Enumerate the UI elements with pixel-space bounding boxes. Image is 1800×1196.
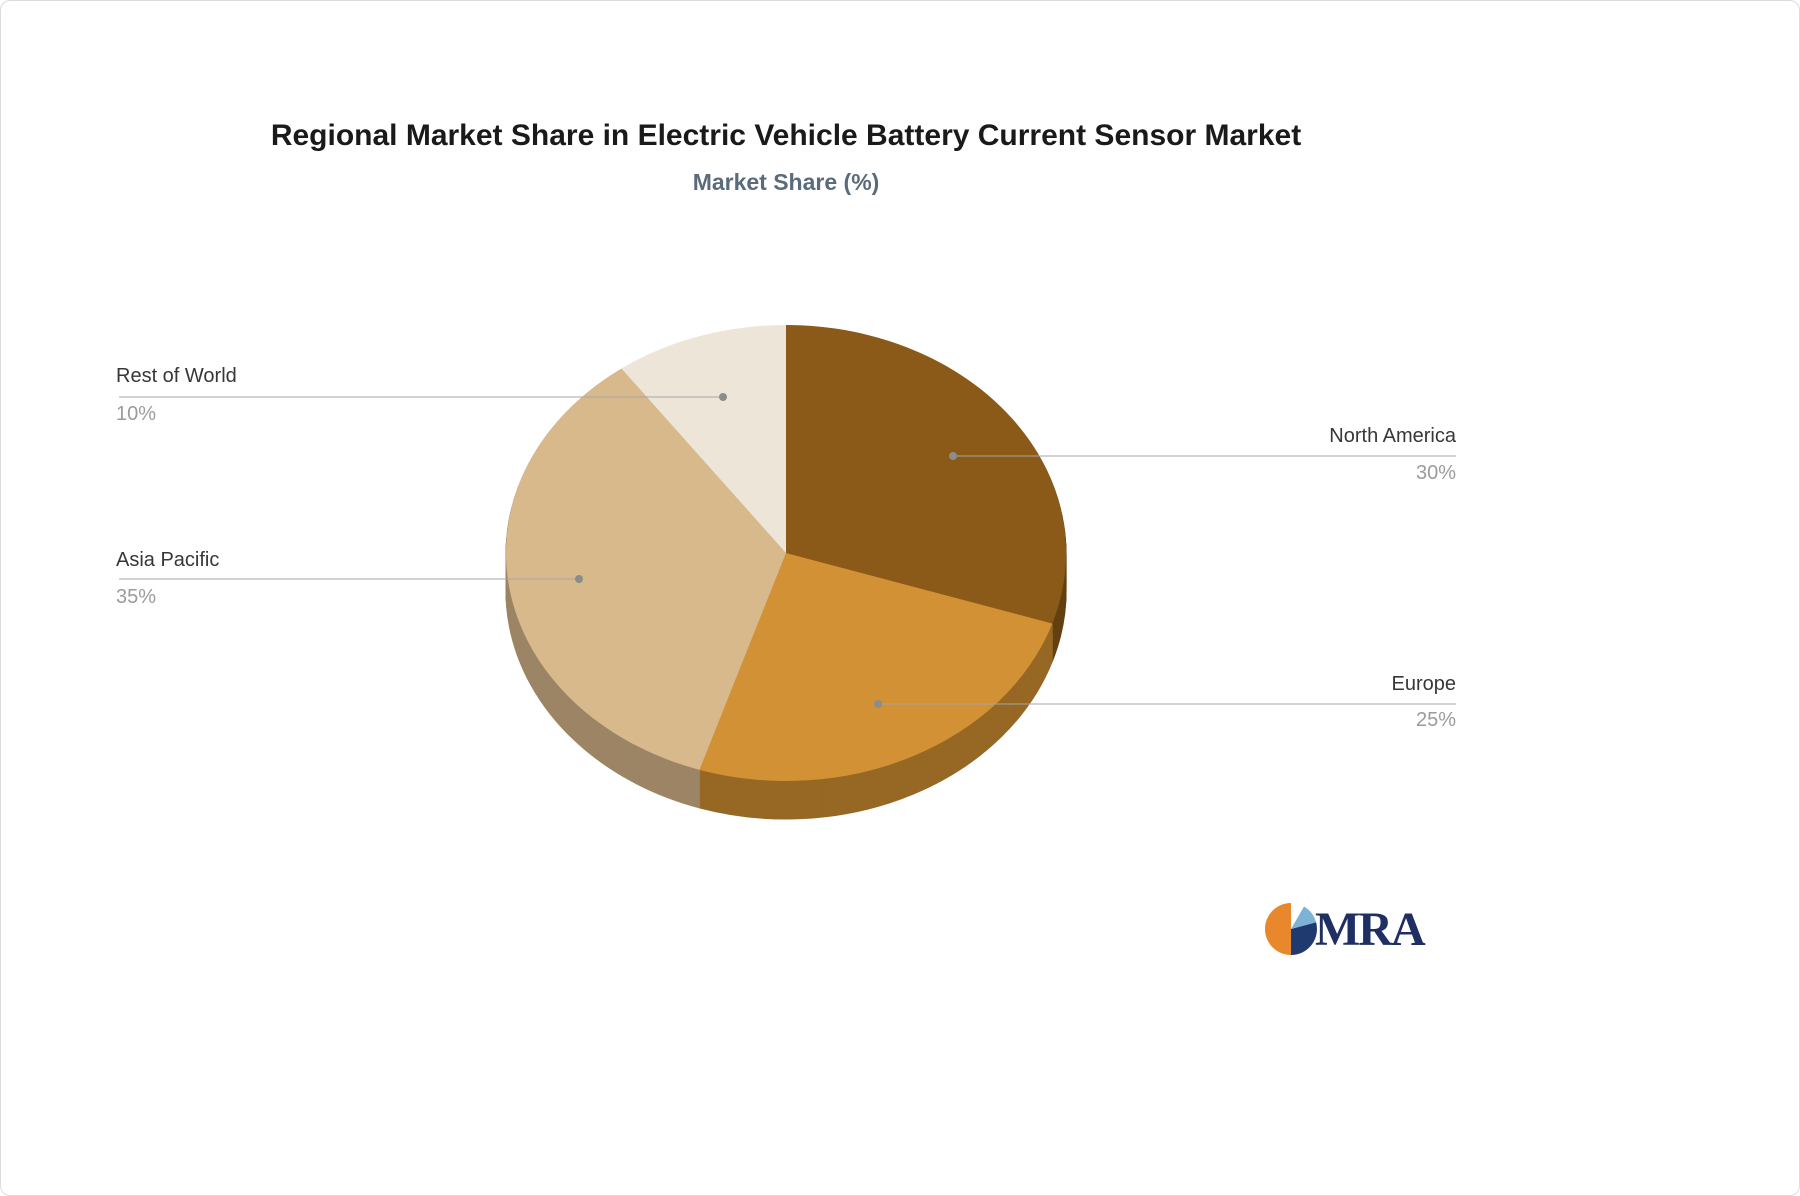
pie-slice-asia-pacific[interactable] <box>505 368 786 770</box>
logo-text: MRA <box>1315 902 1426 956</box>
slice-value-north-america: 30% <box>1415 462 1456 484</box>
connector-dot-north-america <box>949 452 957 460</box>
slice-value-asia-pacific: 35% <box>116 586 157 608</box>
chart-subtitle: Market Share (%) <box>692 169 880 195</box>
brand-logo: MRA <box>1263 901 1426 957</box>
connector-dot-europe <box>874 700 882 708</box>
pie-slice-north-america[interactable] <box>786 325 1066 624</box>
slice-label-asia-pacific: Asia Pacific <box>116 549 220 571</box>
slice-value-europe: 25% <box>1415 709 1456 731</box>
slice-value-rest-of-world: 10% <box>116 403 157 425</box>
pie-slices-group <box>505 325 1067 820</box>
chart-title: Regional Market Share in Electric Vehicl… <box>270 119 1302 152</box>
slice-label-north-america: North America <box>1329 425 1456 447</box>
slice-label-europe: Europe <box>1391 673 1457 695</box>
connector-dot-rest-of-world <box>719 393 727 401</box>
logo-pie-icon <box>1265 903 1317 955</box>
pie-slice-rest-of-world[interactable] <box>621 325 786 553</box>
pie-slice-europe[interactable] <box>699 553 1053 781</box>
connector-dot-asia-pacific <box>575 575 583 583</box>
slice-label-rest-of-world: Rest of World <box>116 365 237 387</box>
